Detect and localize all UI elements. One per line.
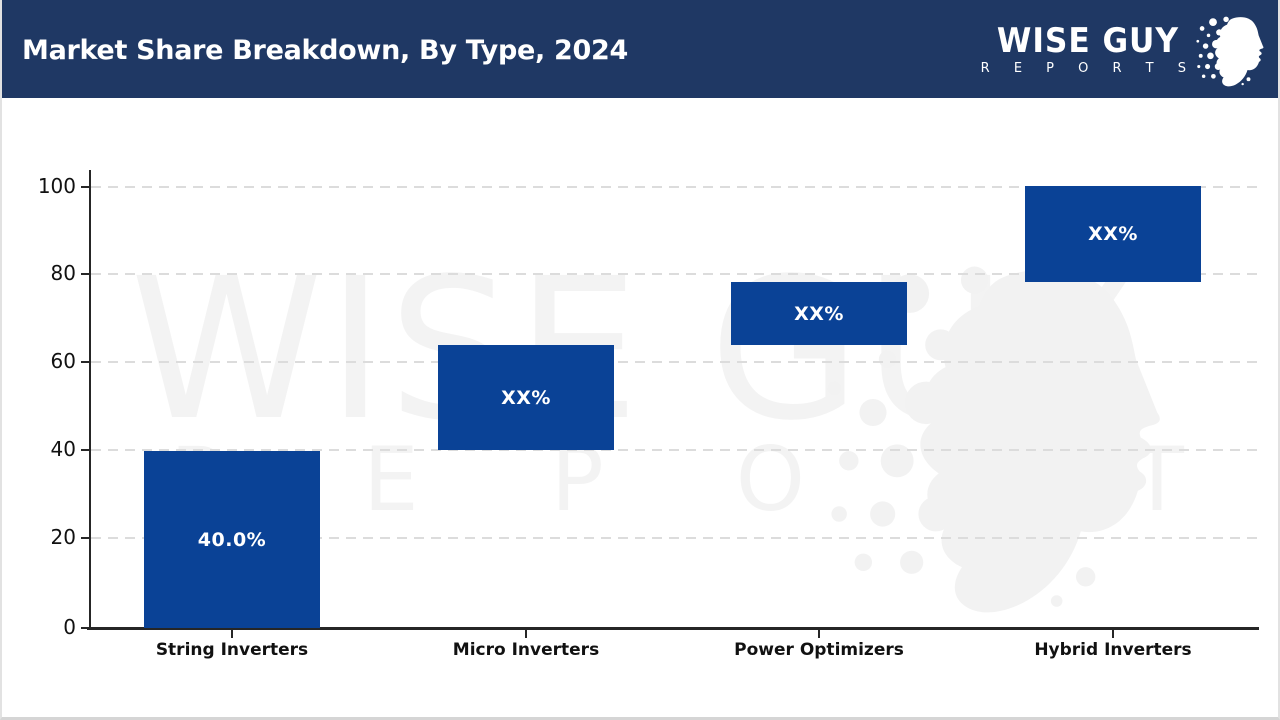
gridline-20 bbox=[91, 537, 1257, 539]
bar-hybrid-inverters: XX% bbox=[1025, 186, 1201, 282]
y-tick bbox=[81, 361, 89, 363]
gridline-100 bbox=[91, 186, 1257, 188]
bar-value-label: XX% bbox=[794, 302, 844, 325]
y-tick bbox=[81, 186, 89, 188]
wiseguy-logo: WISE GUY R E P O R T S bbox=[981, 7, 1268, 91]
y-tick-label: 100 bbox=[37, 174, 76, 198]
bar-value-label: 40.0% bbox=[197, 528, 267, 551]
y-tick bbox=[81, 273, 89, 275]
x-tick bbox=[231, 630, 233, 638]
x-label-hybrid-inverters: Hybrid Inverters bbox=[1034, 640, 1192, 660]
logo-subtext: R E P O R T S bbox=[980, 60, 1196, 76]
y-tick bbox=[81, 627, 89, 629]
y-axis-line bbox=[89, 170, 91, 629]
x-label-power-optimizers: Power Optimizers bbox=[734, 640, 904, 660]
gridline-40 bbox=[91, 449, 1257, 451]
bar-power-optimizers: XX% bbox=[731, 282, 907, 345]
x-label-string-inverters: String Inverters bbox=[155, 640, 309, 660]
y-tick bbox=[81, 449, 89, 451]
bar-string-inverters: 40.0% bbox=[144, 451, 320, 628]
y-tick-label: 80 bbox=[50, 261, 76, 285]
x-tick bbox=[1112, 630, 1114, 638]
bar-micro-inverters: XX% bbox=[438, 345, 614, 450]
bar-value-label: XX% bbox=[1088, 223, 1138, 245]
x-tick bbox=[818, 630, 820, 638]
bar-value-label: XX% bbox=[501, 386, 551, 409]
logo-text: WISE GUY R E P O R T S bbox=[981, 23, 1196, 76]
gridline-80 bbox=[91, 273, 1257, 275]
y-tick-label: 20 bbox=[50, 525, 76, 549]
gridline-60 bbox=[91, 361, 1257, 363]
x-label-micro-inverters: Micro Inverters bbox=[452, 640, 600, 660]
x-tick bbox=[525, 630, 527, 638]
y-tick bbox=[81, 537, 89, 539]
header-banner: Market Share Breakdown, By Type, 2024 WI… bbox=[2, 0, 1278, 98]
y-tick-label: 60 bbox=[50, 349, 76, 373]
x-axis-line bbox=[87, 627, 1259, 630]
wiseguy-face-icon bbox=[1196, 16, 1264, 87]
y-tick-label: 0 bbox=[63, 615, 76, 639]
y-tick-label: 40 bbox=[50, 437, 76, 461]
chart-title: Market Share Breakdown, By Type, 2024 bbox=[22, 35, 628, 66]
logo-wordmark: WISE GUY bbox=[997, 20, 1180, 61]
